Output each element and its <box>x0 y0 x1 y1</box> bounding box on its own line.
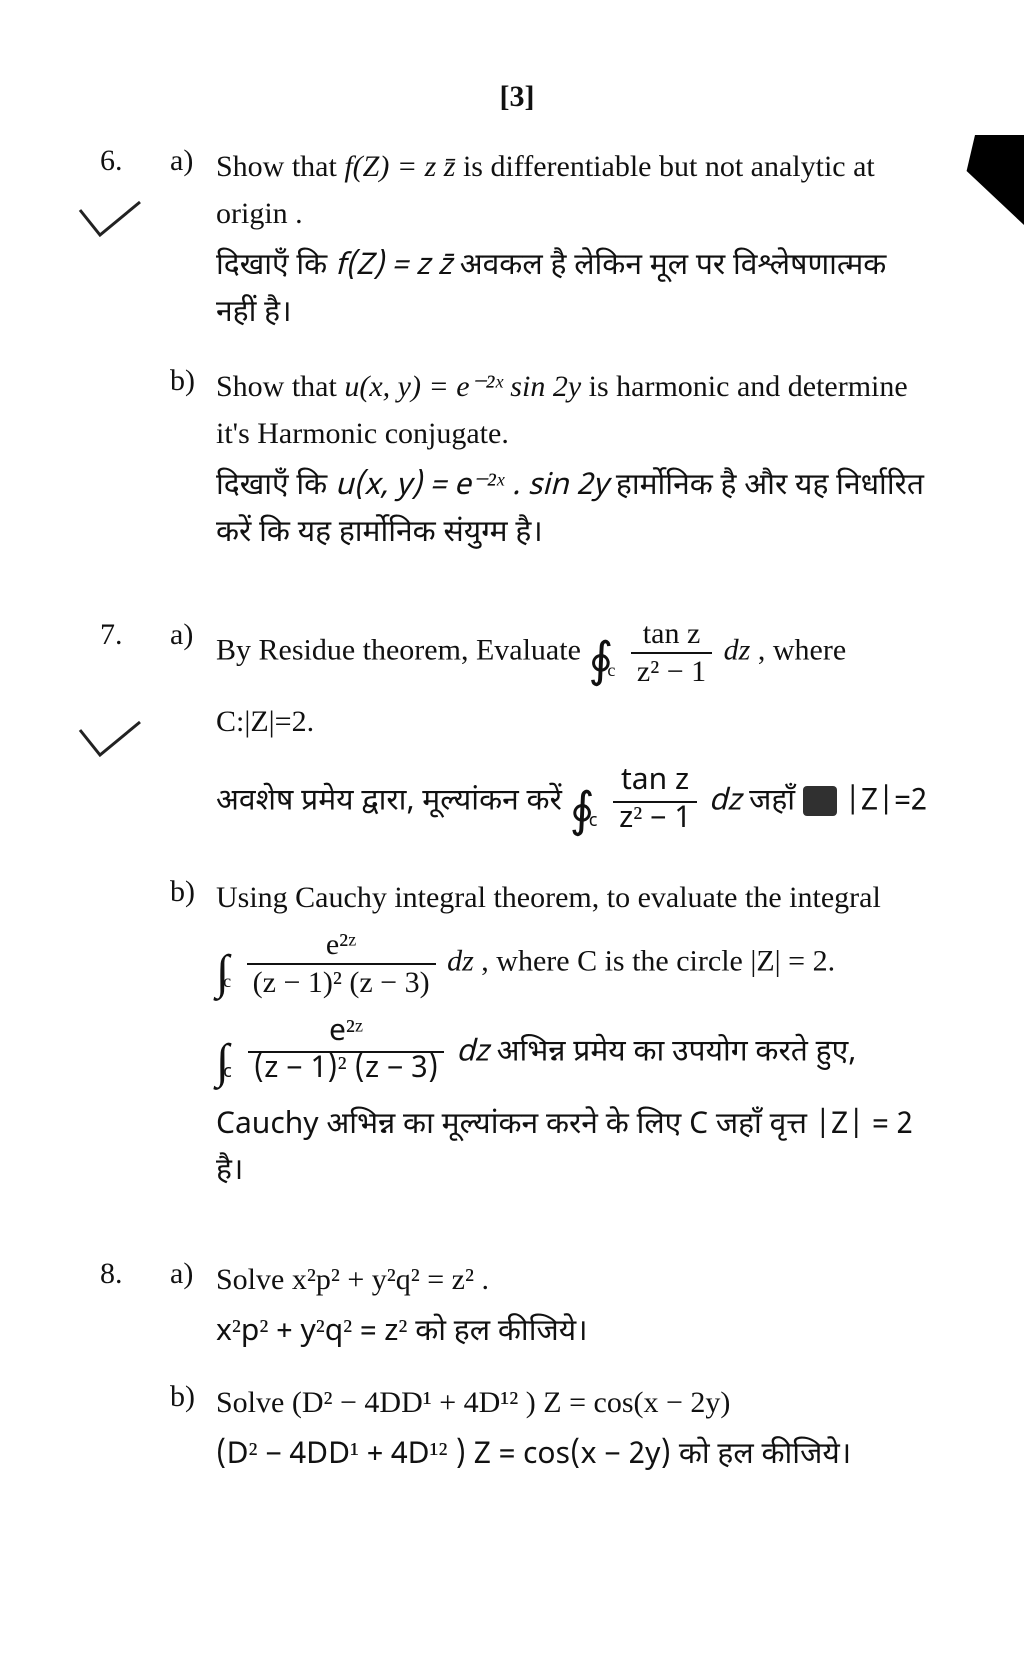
fraction: tan z z² − 1 <box>631 618 712 687</box>
part-label: a) <box>170 144 216 178</box>
numerator: e²ᶻ <box>248 1018 445 1054</box>
math-expression: u(x, y) = e⁻²ˣ sin 2y <box>344 370 581 403</box>
part-label: a) <box>170 1257 216 1291</box>
text: Show that <box>216 370 344 403</box>
text-hindi: जहाँ <box>749 784 803 823</box>
text-hindi: दिखाएँ कि <box>216 248 335 287</box>
text: Solve x²p² + y²q² = z² . <box>216 1257 934 1304</box>
math-expression: f(Z) = z z̄ <box>344 150 455 183</box>
text: , where C is the circle |Z| = 2. <box>481 945 835 978</box>
math-expression: u(x, y) = e⁻²ˣ . sin 2y <box>335 468 608 507</box>
question-6: 6. a) Show that f(Z) = z z̄ is different… <box>100 144 934 566</box>
denominator: z² − 1 <box>613 803 697 837</box>
numerator: tan z <box>631 618 712 654</box>
numerator: tan z <box>613 767 697 803</box>
question-text: Solve (D² − 4DD¹ + 4D¹² ) Z = cos(x − 2y… <box>216 1380 934 1489</box>
question-8: 8. a) Solve x²p² + y²q² = z² . x²p² + y²… <box>100 1257 934 1489</box>
question-text: Using Cauchy integral theorem, to evalua… <box>216 875 934 1205</box>
limit: c <box>223 1060 232 1088</box>
ink-smudge <box>803 786 837 816</box>
text: By Residue theorem, Evaluate <box>216 633 588 666</box>
denominator: z² − 1 <box>631 654 712 688</box>
fraction: e²ᶻ (z − 1)² (z − 3) <box>247 929 436 998</box>
text: dz <box>447 945 474 978</box>
text: Using Cauchy integral theorem, to evalua… <box>216 875 934 922</box>
fraction: tan z z² − 1 <box>613 767 697 836</box>
text-hindi: दिखाएँ कि <box>216 468 335 507</box>
limit: c <box>223 968 231 996</box>
text: dz <box>724 633 751 666</box>
question-text: Show that u(x, y) = e⁻²ˣ sin 2y is harmo… <box>216 364 934 566</box>
text: Show that <box>216 150 344 183</box>
part-label: b) <box>170 364 216 398</box>
denominator: (z − 1)² (z − 3) <box>247 965 436 999</box>
limit: c <box>589 809 598 837</box>
question-text: Show that f(Z) = z z̄ is differentiable … <box>216 144 934 346</box>
part-label: a) <box>170 618 216 652</box>
fraction: e²ᶻ (z − 1)² (z − 3) <box>248 1018 445 1087</box>
part-label: b) <box>170 875 216 909</box>
text: Solve (D² − 4DD¹ + 4D¹² ) Z = cos(x − 2y… <box>216 1380 934 1427</box>
text: dz <box>456 1034 489 1073</box>
question-text: Solve x²p² + y²q² = z² . x²p² + y²q² = z… <box>216 1257 934 1366</box>
denominator: (z − 1)² (z − 3) <box>248 1053 445 1087</box>
text-hindi: x²p² + y²q² = z² को हल कीजिये। <box>216 1311 934 1358</box>
exam-page: [3] 6. a) Show that f(Z) = z z̄ is diffe… <box>0 0 1024 1674</box>
limit: c <box>607 657 615 685</box>
text-hindi: अवशेष प्रमेय द्वारा, मूल्यांकन करें <box>216 784 570 823</box>
part-label: b) <box>170 1380 216 1414</box>
question-number: 8. <box>100 1257 170 1291</box>
question-number: 6. <box>100 144 170 178</box>
page-number: [3] <box>100 80 934 114</box>
math-expression: f(Z) = z z̄ <box>335 248 452 287</box>
question-7: 7. a) By Residue theorem, Evaluate ∮c ta… <box>100 618 934 1205</box>
question-number: 7. <box>100 618 170 652</box>
numerator: e²ᶻ <box>247 929 436 965</box>
question-text: By Residue theorem, Evaluate ∮c tan z z²… <box>216 618 934 861</box>
text: dz <box>709 784 742 823</box>
text-hindi: (D² − 4DD¹ + 4D¹² ) Z = cos(x − 2y) को ह… <box>216 1434 934 1481</box>
text-hindi: |Z|=2 <box>845 784 928 823</box>
page-corner-fold <box>954 135 1024 225</box>
